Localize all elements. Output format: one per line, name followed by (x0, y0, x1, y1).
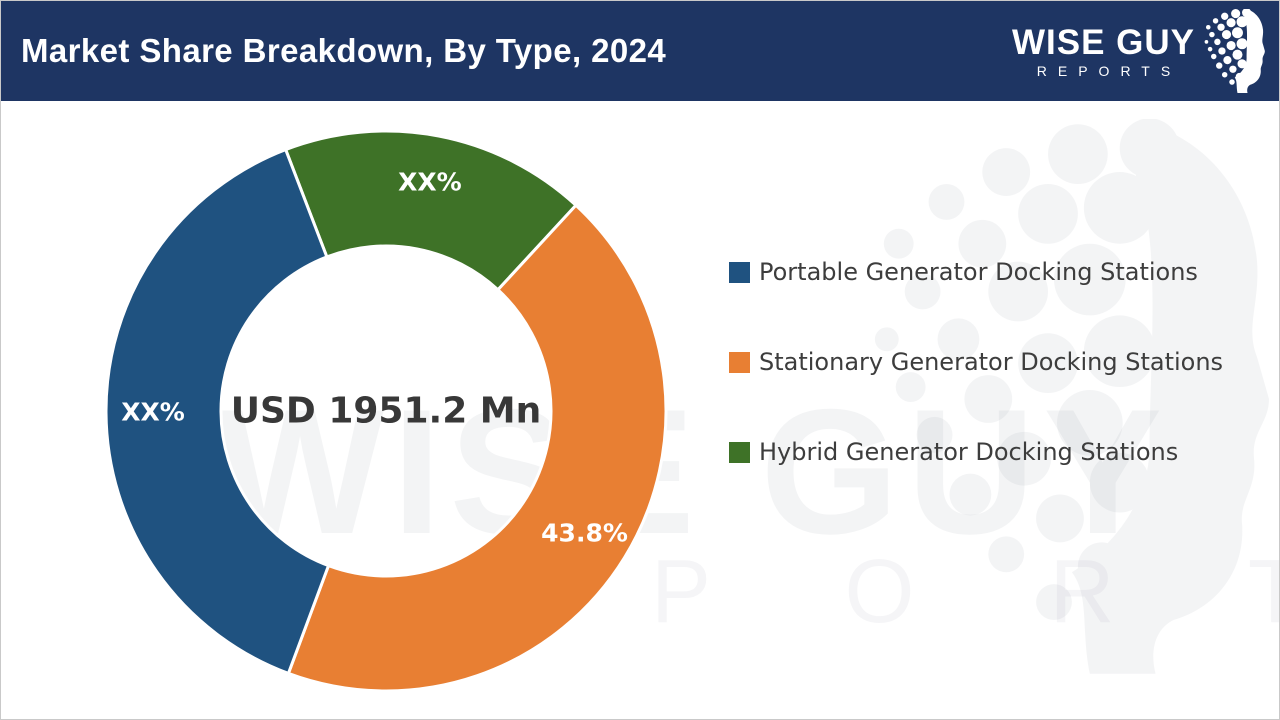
logo-subtitle: REPORTS (1036, 62, 1182, 79)
legend-label: Portable Generator Docking Stations (759, 258, 1198, 286)
logo-text: WISE GUY REPORTS (1012, 25, 1195, 78)
donut-segment-stationary-generator-docking-stations (286, 203, 668, 693)
logo-face-icon (1204, 9, 1265, 93)
legend-item-hybrid: Hybrid Generator Docking Stations (729, 438, 1223, 466)
chart-area: WISE GUY R E P O R T S XX%43.8%XX% USD 1… (1, 101, 1279, 719)
segment-value-label: XX% (121, 398, 185, 427)
legend-label: Hybrid Generator Docking Stations (759, 438, 1179, 466)
center-value-label: USD 1951.2 Mn (230, 390, 542, 432)
segment-value-label: XX% (398, 168, 462, 197)
segment-value-label: 43.8% (541, 518, 628, 547)
legend-swatch-portable (729, 261, 750, 283)
logo-wordmark: WISE GUY (1011, 22, 1195, 62)
wiseguy-logo: WISE GUY REPORTS (1012, 9, 1265, 93)
donut-segment-hybrid-generator-docking-stations (283, 129, 579, 292)
legend-swatch-stationary (729, 351, 750, 373)
header-bar: Market Share Breakdown, By Type, 2024 WI… (1, 1, 1279, 101)
legend-label: Stationary Generator Docking Stations (759, 348, 1224, 376)
legend-item-stationary: Stationary Generator Docking Stations (729, 348, 1223, 376)
legend-item-portable: Portable Generator Docking Stations (729, 258, 1223, 286)
donut-chart: XX% 43.8% XX% (104, 129, 668, 693)
page-title: Market Share Breakdown, By Type, 2024 (21, 32, 667, 69)
legend: Portable Generator Docking Stations Stat… (729, 258, 1223, 466)
legend-swatch-hybrid (729, 441, 750, 463)
donut-segment-portable-generator-docking-stations (104, 147, 331, 676)
